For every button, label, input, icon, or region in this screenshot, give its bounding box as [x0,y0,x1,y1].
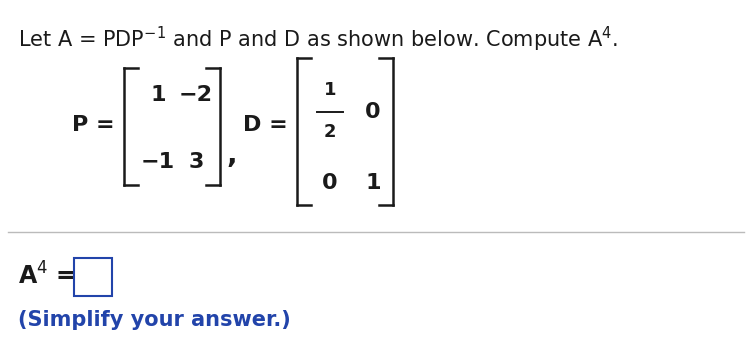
Text: 1: 1 [365,173,381,193]
Text: 0: 0 [365,102,381,122]
Text: P =: P = [72,115,114,135]
Text: (Simplify your answer.): (Simplify your answer.) [18,310,291,330]
Text: 2: 2 [324,123,336,141]
Text: D =: D = [243,115,288,135]
Text: −1: −1 [141,152,175,172]
FancyBboxPatch shape [74,258,112,296]
Text: A$^{4}$ =: A$^{4}$ = [18,262,75,289]
Text: 3: 3 [188,152,204,172]
Text: ,: , [226,141,237,169]
Text: 1: 1 [150,85,165,105]
Text: −2: −2 [179,85,213,105]
Text: Let A = PDP$^{-1}$ and P and D as shown below. Compute A$^{4}$.: Let A = PDP$^{-1}$ and P and D as shown … [18,25,618,54]
Text: 1: 1 [324,81,336,99]
Text: 0: 0 [322,173,338,193]
